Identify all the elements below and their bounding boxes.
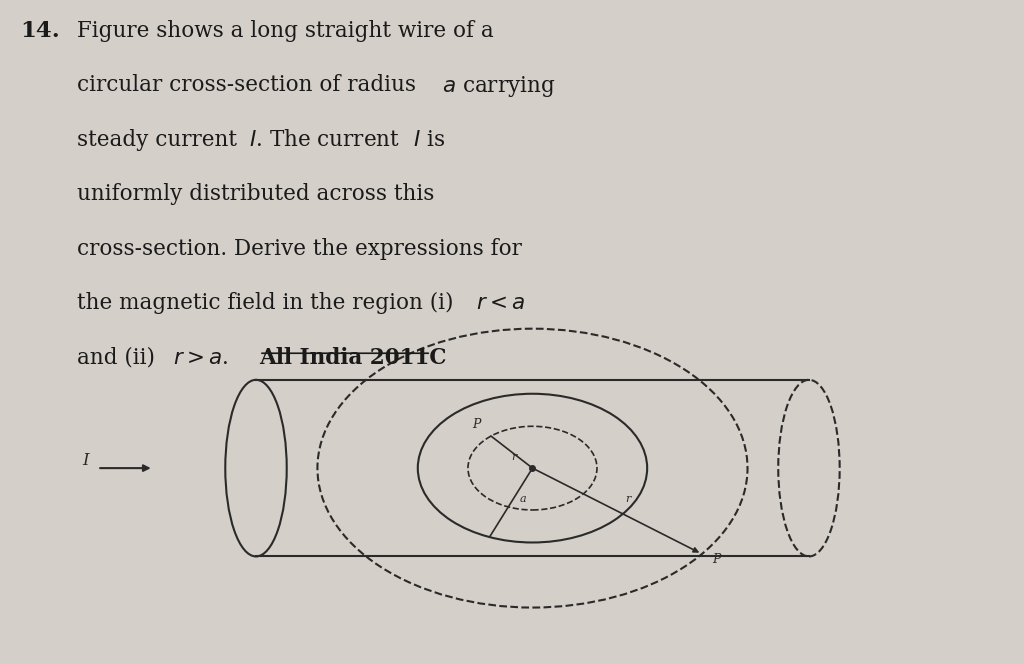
Text: All India 2011C: All India 2011C [259,347,446,369]
Text: steady current: steady current [77,129,244,151]
Text: $r > a$.: $r > a$. [173,347,230,369]
Text: and (ii): and (ii) [77,347,162,369]
Text: $r < a$: $r < a$ [476,292,525,314]
Text: the magnetic field in the region (i): the magnetic field in the region (i) [77,292,460,314]
Text: circular cross-section of radius: circular cross-section of radius [77,74,423,96]
Text: P: P [472,418,481,431]
Text: $a$ carrying: $a$ carrying [442,74,556,100]
Text: r: r [625,494,630,504]
Text: $I$ is: $I$ is [413,129,444,151]
Text: I: I [83,452,89,469]
Text: a: a [520,494,526,504]
Text: r: r [511,452,516,462]
Text: cross-section. Derive the expressions for: cross-section. Derive the expressions fo… [77,238,521,260]
Text: 14.: 14. [20,20,60,42]
Text: uniformly distributed across this: uniformly distributed across this [77,183,434,205]
Text: P: P [712,552,721,566]
Text: $I$. The current: $I$. The current [249,129,400,151]
Text: Figure shows a long straight wire of a: Figure shows a long straight wire of a [77,20,494,42]
